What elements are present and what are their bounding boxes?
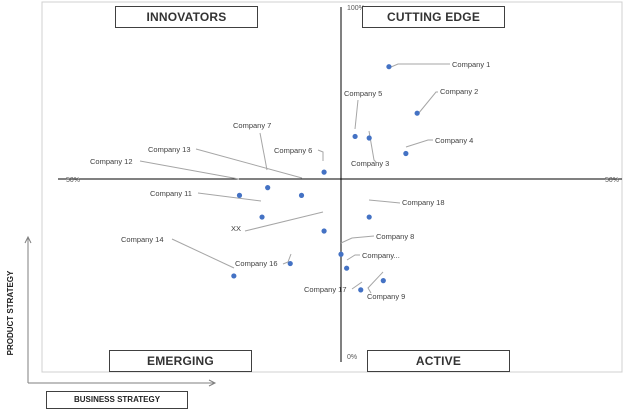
leader-line xyxy=(317,149,324,161)
leader-line xyxy=(259,132,268,171)
scatter-point xyxy=(344,265,350,271)
x-arrow-head xyxy=(208,379,217,387)
point-label: Company 17 xyxy=(304,285,347,294)
leader-line xyxy=(195,148,303,179)
scatter-point xyxy=(287,260,293,267)
quadrant-innovators: INNOVATORS xyxy=(115,6,258,28)
scatter-point xyxy=(321,169,327,175)
point-label: Company 18 xyxy=(402,198,445,207)
quadrant-active: ACTIVE xyxy=(367,350,510,372)
point-label: Company 11 xyxy=(150,189,192,198)
leader-line xyxy=(368,130,377,163)
data-points xyxy=(231,64,420,293)
leader-line xyxy=(346,254,360,261)
point-label: XX xyxy=(231,224,241,233)
scatter-point xyxy=(265,185,271,191)
leader-line xyxy=(171,238,235,269)
leader-lines xyxy=(139,63,450,294)
leader-line xyxy=(282,253,292,265)
y-tick-bottom: 0% xyxy=(347,354,357,361)
y-tick-top: 100% xyxy=(347,5,365,12)
scatter-point xyxy=(366,214,372,220)
point-label: Company 6 xyxy=(274,146,312,155)
y-axis-title: PRODUCT STRATEGY xyxy=(6,270,15,356)
scatter-point xyxy=(338,251,344,257)
scatter-point xyxy=(414,110,420,116)
point-label: Company 2 xyxy=(440,87,478,96)
point-label: Company 8 xyxy=(376,232,414,241)
leader-line xyxy=(417,91,438,115)
leader-line xyxy=(405,139,433,148)
point-label: Company 12 xyxy=(90,157,133,166)
scatter-point xyxy=(236,192,243,198)
scatter-point xyxy=(403,150,409,157)
leader-line xyxy=(368,199,401,204)
point-label: Company 14 xyxy=(121,235,164,244)
point-label: Company 5 xyxy=(344,89,382,98)
point-label: Company 4 xyxy=(435,136,473,145)
point-label: Company 16 xyxy=(235,259,278,268)
scatter-point xyxy=(366,135,372,141)
y-arrow-head xyxy=(24,235,32,244)
leader-line xyxy=(390,63,450,68)
scatter-point xyxy=(352,133,358,140)
point-label: Company 1 xyxy=(452,60,490,69)
leader-line xyxy=(244,211,324,232)
scatter-point xyxy=(298,192,305,198)
point-label: Company 7 xyxy=(233,121,271,130)
leader-line xyxy=(197,192,262,202)
x-tick-right: 50% xyxy=(605,177,619,184)
scatter-point xyxy=(259,214,265,220)
leader-line xyxy=(139,160,240,180)
leader-line xyxy=(351,281,363,290)
scatter-point xyxy=(231,273,237,279)
scatter-point xyxy=(321,228,327,234)
x-axis-title: BUSINESS STRATEGY xyxy=(46,391,188,409)
scatter-point xyxy=(358,287,364,293)
scatter-point xyxy=(380,278,386,284)
leader-line xyxy=(354,99,359,130)
x-tick-left: 50% xyxy=(66,177,80,184)
quadrant-emerging: EMERGING xyxy=(109,350,252,372)
plot-border xyxy=(41,1,623,373)
point-label: Company 3 xyxy=(351,159,389,168)
point-labels: Company 1 Company 2 Company 5 Company 3 Comp… xyxy=(90,60,490,301)
quadrant-cutting-edge: CUTTING EDGE xyxy=(362,6,505,28)
leader-line xyxy=(340,235,375,244)
point-label: Company... xyxy=(362,251,400,260)
leader-line xyxy=(367,271,384,294)
point-label: Company 13 xyxy=(148,145,191,154)
scatter-point xyxy=(386,64,392,70)
point-label: Company 9 xyxy=(367,292,405,301)
